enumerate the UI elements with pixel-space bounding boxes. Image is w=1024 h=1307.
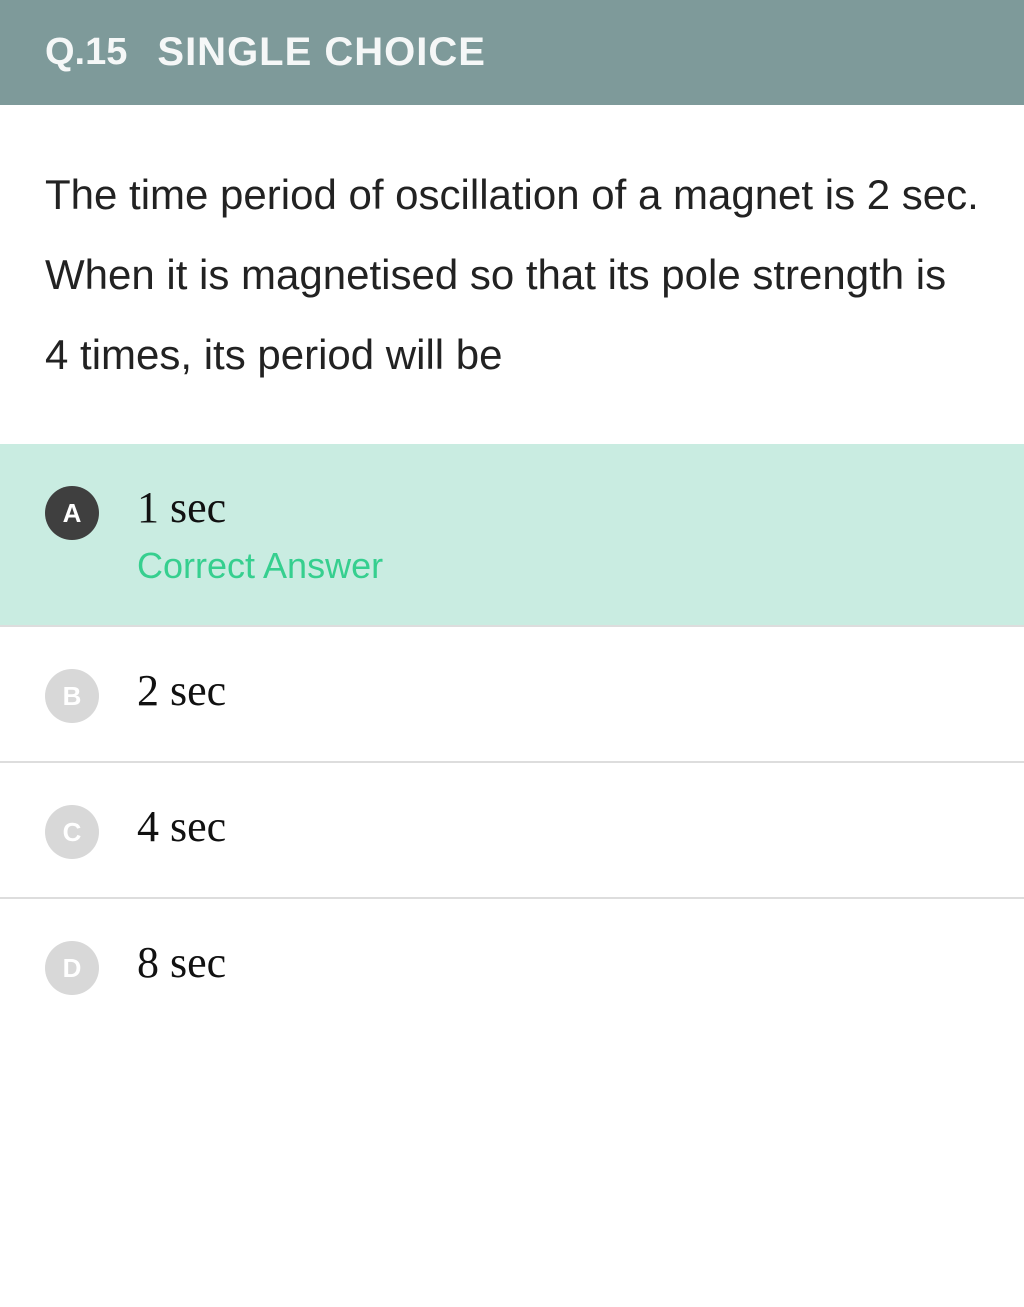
option-d-body: 8 sec	[137, 937, 226, 988]
option-d[interactable]: D 8 sec	[0, 899, 1024, 1033]
question-number: Q.15	[45, 31, 127, 74]
question-header: Q.15 SINGLE CHOICE	[0, 0, 1024, 105]
option-a[interactable]: A 1 sec Correct Answer	[0, 444, 1024, 625]
option-d-badge: D	[45, 941, 99, 995]
question-type: SINGLE CHOICE	[157, 30, 486, 75]
option-a-badge: A	[45, 486, 99, 540]
option-c[interactable]: C 4 sec	[0, 763, 1024, 897]
option-b-badge: B	[45, 669, 99, 723]
option-c-body: 4 sec	[137, 801, 226, 852]
option-c-badge: C	[45, 805, 99, 859]
options-list: A 1 sec Correct Answer B 2 sec C 4 sec D…	[0, 444, 1024, 1033]
quiz-card: Q.15 SINGLE CHOICE The time period of os…	[0, 0, 1024, 1033]
correct-answer-label: Correct Answer	[137, 545, 383, 587]
option-d-text: 8 sec	[137, 937, 226, 988]
option-b[interactable]: B 2 sec	[0, 627, 1024, 761]
question-text: The time period of oscillation of a magn…	[0, 105, 1024, 444]
option-c-text: 4 sec	[137, 801, 226, 852]
option-a-body: 1 sec Correct Answer	[137, 482, 383, 587]
option-b-text: 2 sec	[137, 665, 226, 716]
option-a-text: 1 sec	[137, 482, 383, 533]
option-b-body: 2 sec	[137, 665, 226, 716]
